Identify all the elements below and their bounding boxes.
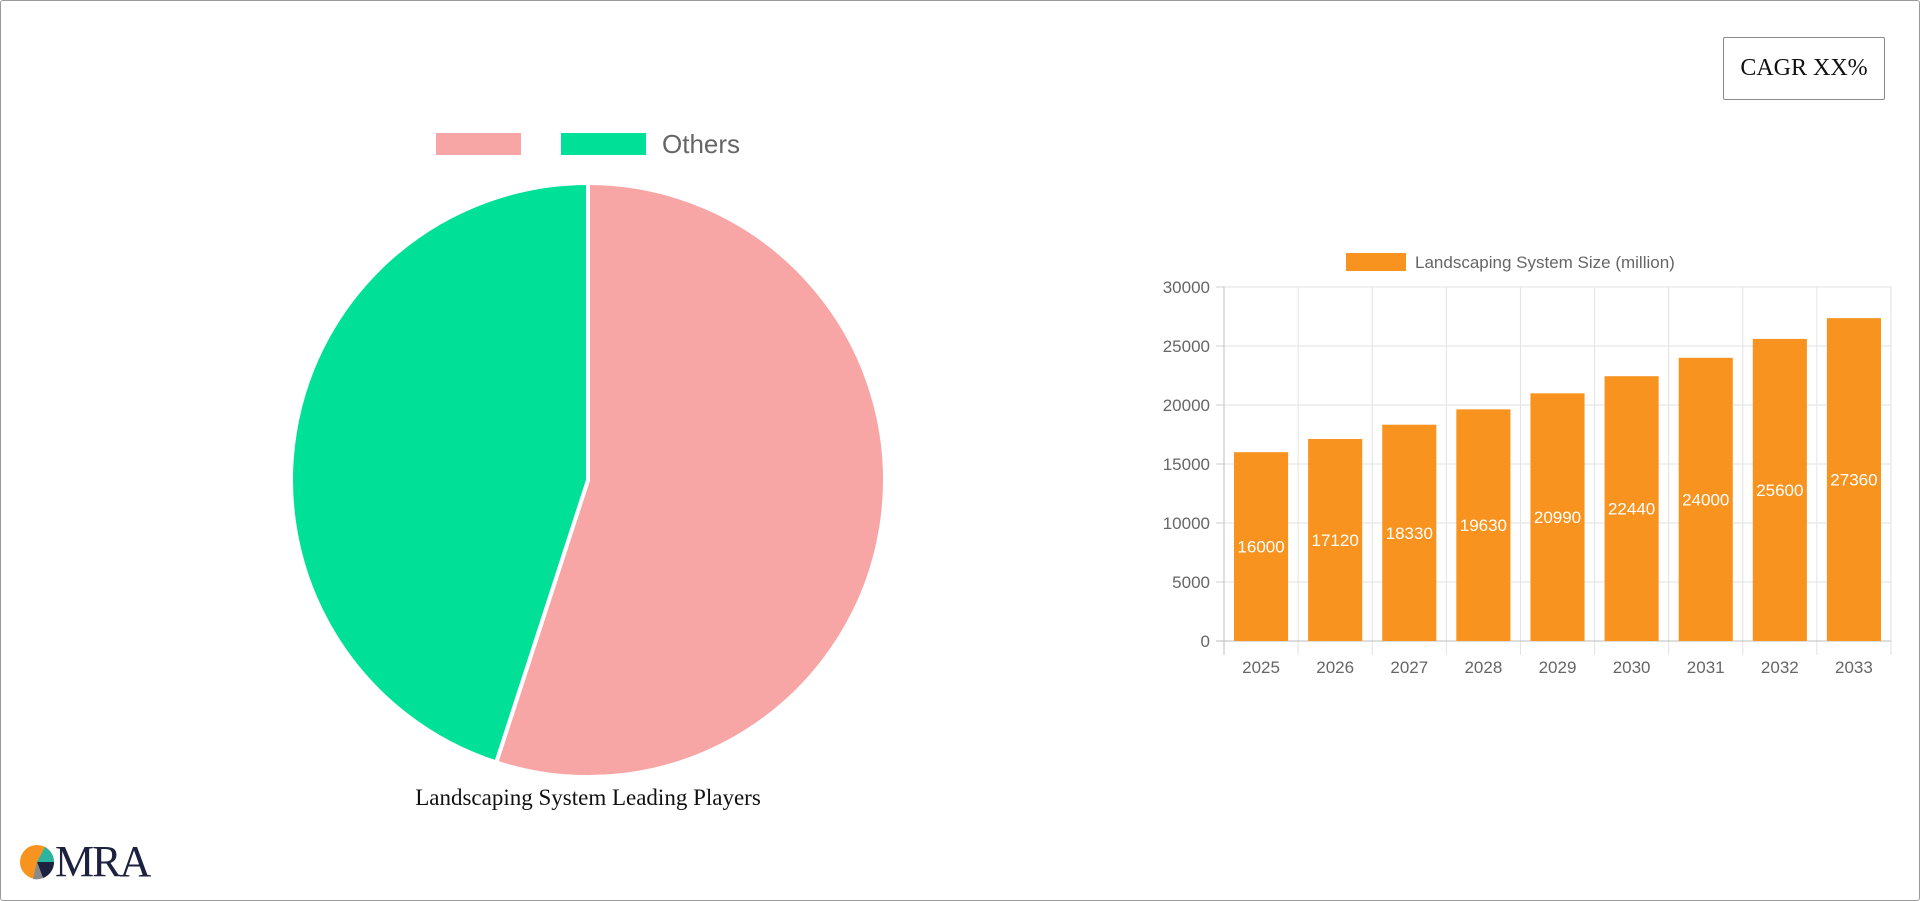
bar-data-label-2026: 17120 [1312,531,1359,550]
x-tick-label-2027: 2027 [1390,658,1428,677]
bar-2026 [1308,438,1363,641]
x-tick-label-2031: 2031 [1687,658,1725,677]
x-tick-label-2025: 2025 [1242,658,1280,677]
bar-2029 [1530,393,1585,641]
bar-2032 [1752,338,1807,641]
pie-legend-swatch-1 [561,133,646,155]
bar-data-label-2033: 27360 [1830,471,1877,490]
pie-slice-0 [494,181,887,779]
y-tick-label-1: 5000 [1172,573,1210,592]
pie-slice-1 [289,181,590,765]
y-tick-label-3: 15000 [1163,455,1210,474]
bar-2027 [1382,424,1437,641]
bar-data-label-2031: 24000 [1682,490,1729,509]
bar-chart: Landscaping System Size (million) 0 5000 10… [1163,253,1892,677]
x-tick-label-2033: 2033 [1835,658,1873,677]
bar-2031 [1678,357,1733,641]
bar-2028 [1456,409,1511,641]
x-tick-label-2030: 2030 [1613,658,1651,677]
pie-legend-label-1: Others [662,129,740,159]
bar-data-label-2027: 18330 [1386,524,1433,543]
bar-2033 [1826,318,1881,641]
bar-data-label-2025: 16000 [1237,538,1284,557]
pie-chart: Others [289,129,887,779]
bar-data-label-2029: 20990 [1534,508,1581,527]
x-tick-label-2026: 2026 [1316,658,1354,677]
pie-chart-title: Landscaping System Leading Players [415,785,761,810]
y-tick-label-0: 0 [1201,632,1210,651]
x-tick-label-2032: 2032 [1761,658,1799,677]
y-tick-label-6: 30000 [1163,278,1210,297]
cagr-badge: CAGR XX% [1723,37,1885,100]
pie-legend-swatch-0 [436,133,521,155]
mra-logo: MRA [19,837,151,886]
bar-data-label-2032: 25600 [1756,481,1803,500]
mra-logo-text: MRA [55,837,151,886]
y-tick-label-2: 10000 [1163,514,1210,533]
mra-logo-icon [20,845,55,880]
bar-2030 [1604,376,1659,641]
x-tick-label-2028: 2028 [1464,658,1502,677]
bar-data-label-2030: 22440 [1608,500,1655,519]
bar-data-label-2028: 19630 [1460,516,1507,535]
y-tick-label-4: 20000 [1163,396,1210,415]
bar-legend-swatch [1346,253,1406,271]
x-tick-label-2029: 2029 [1539,658,1577,677]
y-tick-label-5: 25000 [1163,337,1210,356]
bar-legend-label: Landscaping System Size (million) [1415,253,1675,272]
bar-2025 [1234,452,1289,641]
